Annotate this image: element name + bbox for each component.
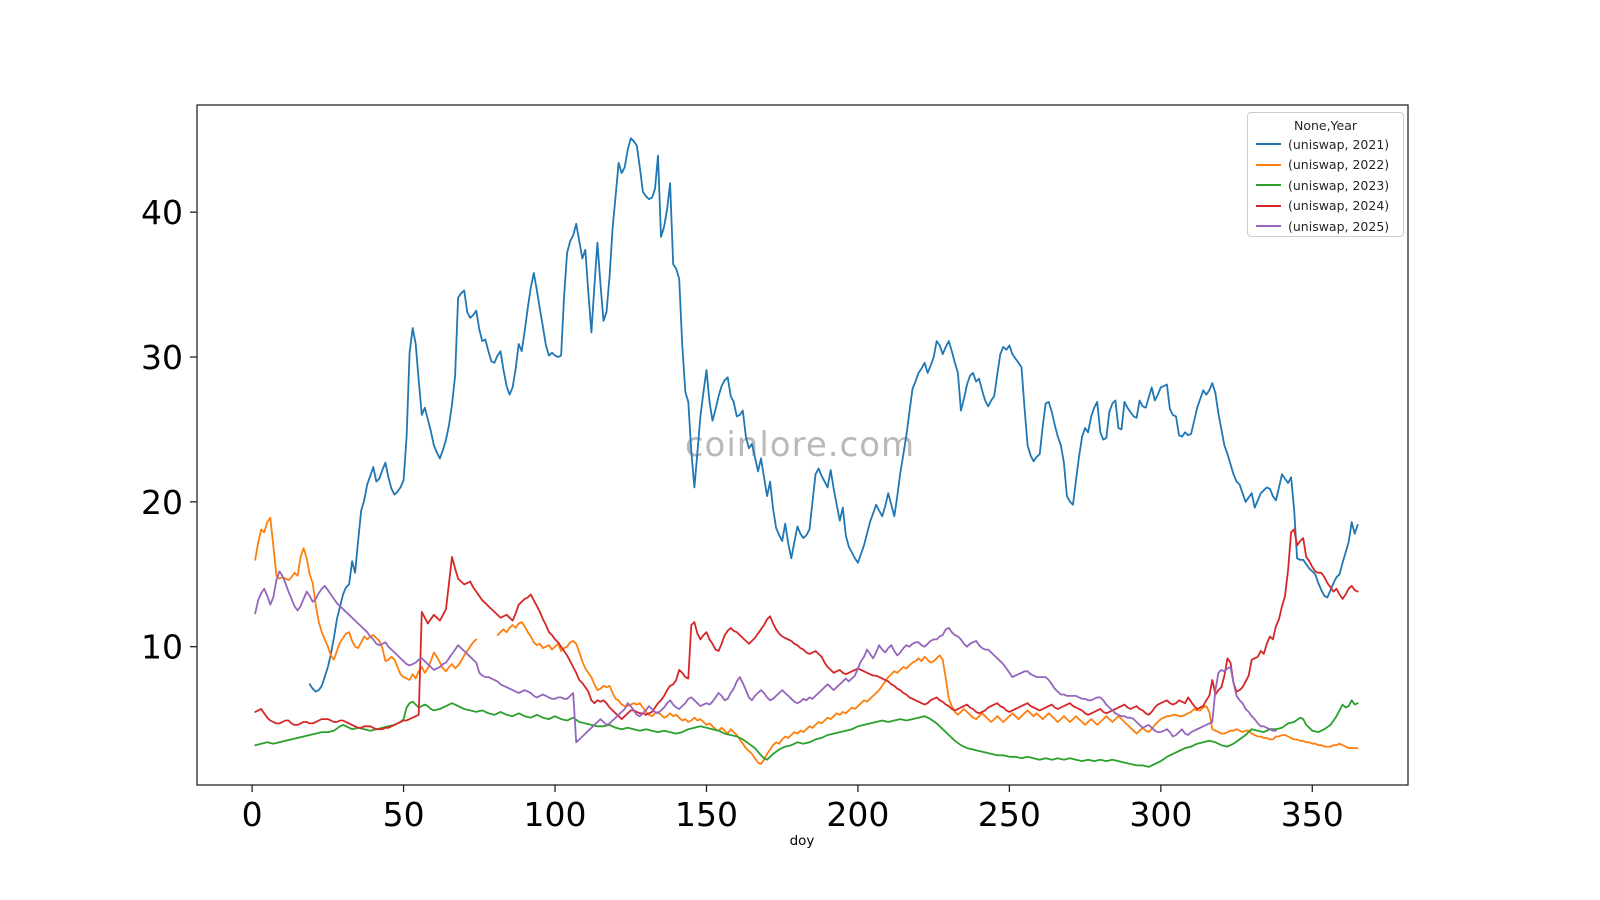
legend-line-swatch	[1256, 184, 1281, 187]
x-tick-label: 250	[978, 795, 1041, 834]
legend-line-swatch	[1256, 163, 1281, 166]
legend-title: None,Year	[1293, 118, 1358, 133]
series-line-uniswap-2025	[254, 570, 1277, 744]
axes-box	[196, 104, 1409, 786]
legend-item: (uniswap, 2025)	[1256, 216, 1395, 237]
legend-items: (uniswap, 2021) (uniswap, 2022) (uniswap, …	[1256, 134, 1395, 237]
legend-item-label: (uniswap, 2025)	[1288, 218, 1390, 234]
x-tick-label: 150	[675, 795, 738, 834]
x-tick-label: 50	[383, 795, 425, 834]
series-line-uniswap-2024	[254, 528, 1359, 731]
y-tick-label: 10	[141, 628, 183, 667]
legend-item-label: (uniswap, 2021)	[1288, 136, 1390, 152]
y-tick-label: 20	[141, 483, 183, 522]
legend-item-label: (uniswap, 2024)	[1288, 198, 1390, 214]
legend-item: (uniswap, 2021)	[1256, 134, 1395, 155]
watermark-text: coinlore.com	[685, 425, 915, 465]
legend-item: (uniswap, 2022)	[1256, 155, 1395, 176]
legend-line-swatch	[1256, 225, 1281, 228]
y-tick-label: 40	[141, 193, 183, 232]
y-tick-label: 30	[141, 338, 183, 377]
tick-layer: 0 50 100 150 200 250 300 350 10 20 30 40	[141, 193, 1344, 834]
legend-item: (uniswap, 2023)	[1256, 175, 1395, 196]
x-tick-label: 350	[1281, 795, 1344, 834]
legend-item: (uniswap, 2024)	[1256, 196, 1395, 217]
x-tick-label: 0	[242, 795, 263, 834]
legend-item-label: (uniswap, 2023)	[1288, 177, 1390, 193]
legend-line-swatch	[1256, 143, 1281, 146]
x-tick-label: 300	[1129, 795, 1192, 834]
legend-line-swatch	[1256, 204, 1281, 207]
series-line-uniswap-2023	[254, 699, 1359, 768]
legend: None,Year (uniswap, 2021) (uniswap, 2022)…	[1247, 112, 1404, 237]
series-line-uniswap-2021	[308, 137, 1359, 693]
x-tick-label: 200	[826, 795, 889, 834]
series-line-uniswap-2022	[254, 516, 1359, 765]
x-axis-label: doy	[790, 833, 815, 849]
series-layer	[254, 137, 1359, 768]
x-tick-label: 100	[524, 795, 587, 834]
legend-item-label: (uniswap, 2022)	[1288, 157, 1390, 173]
